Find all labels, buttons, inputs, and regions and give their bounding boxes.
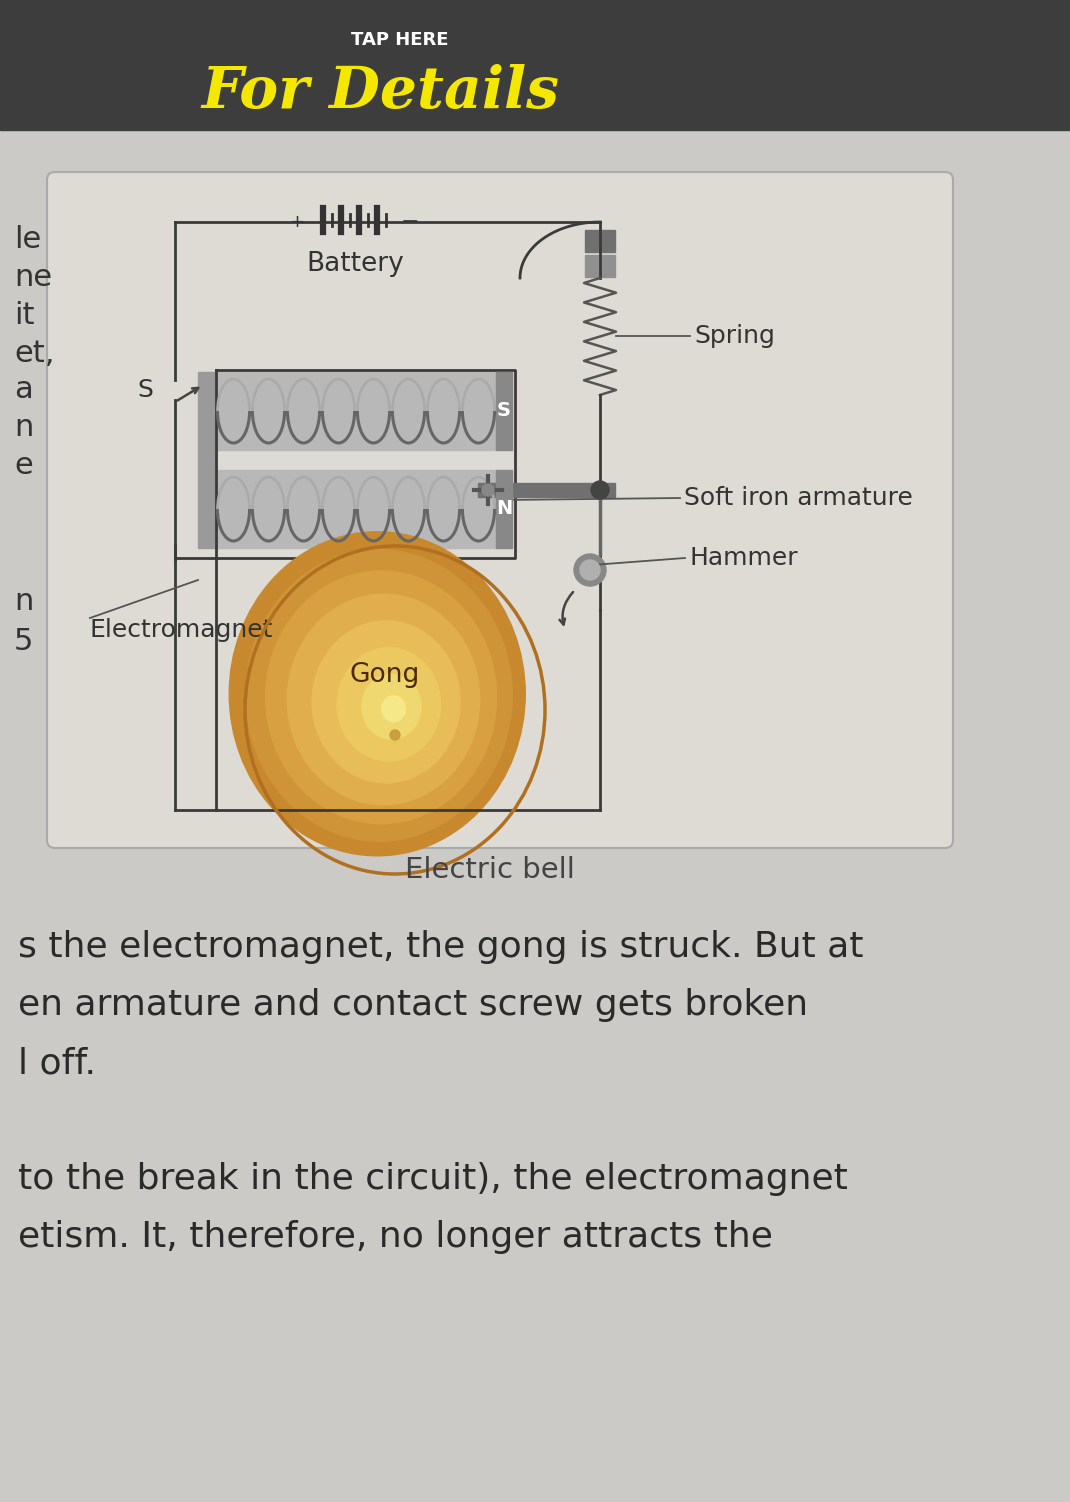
Ellipse shape: [265, 571, 496, 823]
Circle shape: [389, 730, 400, 740]
Text: 5: 5: [14, 628, 33, 656]
Text: N: N: [495, 500, 513, 518]
Text: s the electromagnet, the gong is struck. But at: s the electromagnet, the gong is struck.…: [18, 930, 863, 964]
Text: −: −: [400, 212, 419, 231]
Ellipse shape: [229, 532, 525, 856]
Bar: [478, 484, 615, 497]
Bar: [0, 0, 1070, 131]
Text: e: e: [14, 451, 33, 479]
Circle shape: [591, 481, 609, 499]
Text: S: S: [496, 401, 511, 421]
Circle shape: [580, 560, 600, 580]
Text: Electromagnet: Electromagnet: [90, 617, 273, 641]
Bar: [585, 230, 615, 252]
Text: l off.: l off.: [18, 1045, 96, 1080]
Ellipse shape: [362, 674, 422, 739]
Text: Electric bell: Electric bell: [406, 856, 575, 885]
Text: et,: et,: [14, 339, 55, 368]
Text: Soft iron armature: Soft iron armature: [684, 487, 913, 511]
Text: it: it: [14, 302, 34, 330]
Text: ne: ne: [14, 263, 52, 293]
Text: en armature and contact screw gets broken: en armature and contact screw gets broke…: [18, 988, 808, 1021]
Circle shape: [482, 484, 494, 496]
Text: Spring: Spring: [694, 324, 775, 348]
Text: le: le: [14, 225, 42, 254]
Ellipse shape: [382, 695, 406, 721]
Ellipse shape: [287, 595, 479, 805]
Text: n: n: [14, 587, 33, 616]
Bar: [216, 470, 496, 548]
Text: Hammer: Hammer: [689, 547, 797, 569]
Bar: [198, 372, 216, 548]
Bar: [496, 470, 513, 548]
Ellipse shape: [246, 550, 513, 841]
Text: Battery: Battery: [306, 251, 403, 276]
Text: For Details: For Details: [201, 63, 559, 120]
Text: a: a: [14, 376, 33, 404]
Text: n: n: [14, 413, 33, 443]
Text: TAP HERE: TAP HERE: [351, 32, 448, 50]
Bar: [496, 372, 513, 451]
Ellipse shape: [312, 620, 460, 783]
Text: S: S: [137, 379, 153, 403]
Bar: [585, 255, 615, 276]
Text: Gong: Gong: [350, 662, 421, 688]
Text: +: +: [290, 213, 305, 231]
Bar: [216, 372, 496, 451]
FancyBboxPatch shape: [47, 173, 953, 849]
Ellipse shape: [337, 647, 441, 762]
Circle shape: [574, 554, 606, 586]
Text: etism. It, therefore, no longer attracts the: etism. It, therefore, no longer attracts…: [18, 1220, 773, 1254]
Text: to the break in the circuit), the electromagnet: to the break in the circuit), the electr…: [18, 1163, 847, 1196]
